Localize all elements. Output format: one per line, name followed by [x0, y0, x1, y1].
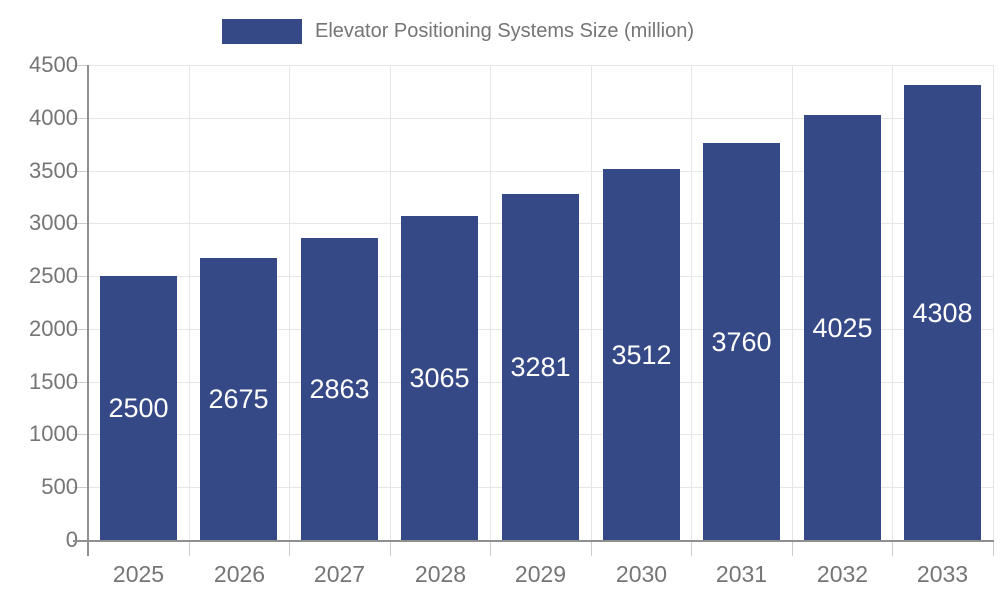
gridline-vertical	[691, 65, 692, 540]
x-axis-tick	[691, 540, 692, 556]
y-axis-tick-label: 0	[65, 527, 78, 552]
y-axis-tick-label: 1000	[29, 421, 78, 446]
gridline-vertical	[591, 65, 592, 540]
y-axis-tick	[73, 329, 88, 330]
y-axis-tick	[73, 487, 88, 488]
legend-swatch	[222, 19, 302, 44]
bar	[200, 258, 277, 540]
x-axis-tick-label: 2027	[313, 561, 366, 587]
x-axis-tick	[390, 540, 391, 556]
y-axis-tick-label: 4500	[29, 52, 78, 77]
gridline-vertical	[892, 65, 893, 540]
bar-value-label: 4308	[912, 298, 973, 328]
bar-value-label: 3760	[711, 327, 772, 357]
bar	[100, 276, 177, 540]
x-axis-tick	[289, 540, 290, 556]
y-axis-tick-label: 500	[41, 474, 78, 499]
y-axis-tick	[73, 118, 88, 119]
y-axis-tick-label: 4000	[29, 105, 78, 130]
gridline-vertical	[289, 65, 290, 540]
y-axis-tick	[73, 434, 88, 435]
y-axis-tick	[73, 171, 88, 172]
y-axis-tick-label: 3000	[29, 210, 78, 235]
y-axis-tick	[73, 276, 88, 277]
legend-label: Elevator Positioning Systems Size (milli…	[315, 20, 695, 42]
bar	[804, 115, 881, 540]
gridline-vertical	[189, 65, 190, 540]
y-axis-tick-label: 2500	[29, 263, 78, 288]
gridline-horizontal	[88, 65, 993, 66]
bar	[703, 143, 780, 540]
gridline-vertical	[792, 65, 793, 540]
bar-value-label: 3281	[510, 352, 571, 382]
x-axis-tick-label: 2029	[514, 561, 567, 587]
bar	[904, 85, 981, 540]
x-axis-tick-label: 2031	[715, 561, 768, 587]
bar-value-label: 4025	[812, 313, 873, 343]
bar-value-label: 3512	[611, 340, 672, 370]
x-axis-tick-label: 2028	[414, 561, 467, 587]
bar-value-label: 2675	[208, 384, 269, 414]
x-axis-tick	[792, 540, 793, 556]
gridline-vertical	[993, 65, 994, 540]
bar-value-label: 3065	[409, 363, 470, 393]
x-axis-tick-label: 2032	[816, 561, 869, 587]
y-axis-tick	[73, 223, 88, 224]
bar	[301, 238, 378, 540]
gridline-vertical	[490, 65, 491, 540]
x-axis-tick-label: 2025	[112, 561, 165, 587]
y-axis-tick-label: 3500	[29, 158, 78, 183]
bar	[603, 169, 680, 540]
x-axis-tick-label: 2030	[615, 561, 668, 587]
x-axis-tick	[892, 540, 893, 556]
y-axis-tick-label: 1500	[29, 369, 78, 394]
y-axis-tick	[73, 382, 88, 383]
x-axis-line	[73, 540, 994, 542]
bar	[502, 194, 579, 540]
x-axis-tick	[189, 540, 190, 556]
x-axis-tick	[591, 540, 592, 556]
x-axis-tick	[993, 540, 994, 556]
gridline-horizontal	[88, 171, 993, 172]
bar	[401, 216, 478, 540]
gridline-vertical	[390, 65, 391, 540]
x-axis-tick-label: 2026	[213, 561, 266, 587]
bar-value-label: 2863	[309, 374, 370, 404]
legend-item[interactable]: Elevator Positioning Systems Size (milli…	[222, 19, 694, 44]
y-axis-tick	[73, 65, 88, 66]
bar-value-label: 2500	[108, 393, 169, 423]
x-axis-tick	[490, 540, 491, 556]
y-axis-tick-label: 2000	[29, 316, 78, 341]
x-axis-tick-label: 2033	[916, 561, 969, 587]
gridline-horizontal	[88, 118, 993, 119]
y-axis-line	[87, 65, 89, 556]
